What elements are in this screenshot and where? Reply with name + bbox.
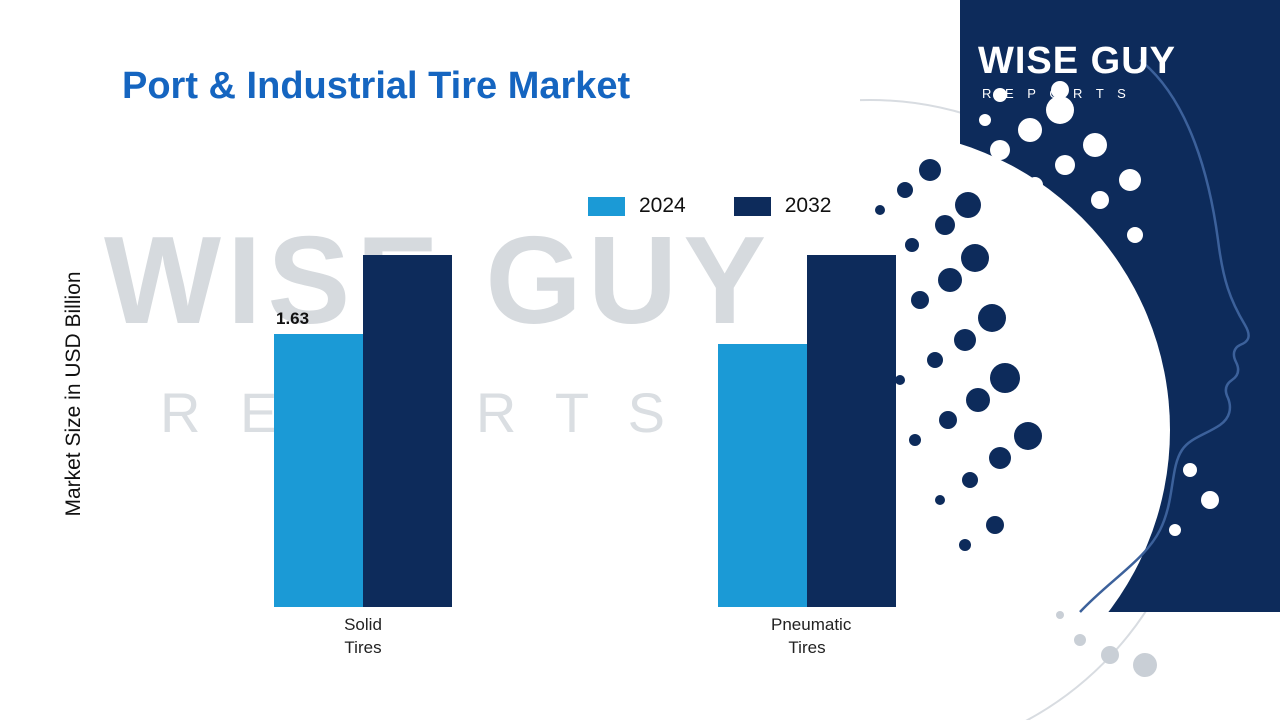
category-label: Solid Tires	[344, 615, 382, 657]
dots-pattern-navy	[875, 159, 1042, 551]
bar-wrap	[718, 344, 807, 607]
bar-2032-solid-tires	[363, 255, 452, 607]
bar-2032-pneumatic-tires	[807, 255, 896, 607]
face-profile-icon	[1079, 59, 1250, 613]
legend-label: 2032	[784, 194, 832, 217]
brand-logo-subtitle: R E P O R T S	[982, 86, 1131, 101]
bar-wrap	[807, 255, 896, 607]
legend-swatch-2032	[733, 196, 771, 216]
dots-pattern-white	[979, 81, 1219, 536]
legend: 2024 2032	[588, 194, 831, 218]
bar-wrap: 1.63	[274, 309, 363, 607]
bar-value-label: 1.63	[276, 309, 310, 328]
page-title: Port & Industrial Tire Market	[122, 65, 631, 108]
dots-pattern-gray	[1056, 611, 1157, 677]
decor-circle-cutout	[860, 130, 1170, 720]
y-axis-label: Market Size in USD Billion	[62, 271, 85, 517]
brand-logo-name: WISE GUY	[978, 40, 1177, 82]
bar-wrap	[363, 255, 452, 607]
bar-2024-solid-tires	[274, 334, 363, 607]
bar-2024-pneumatic-tires	[718, 344, 807, 607]
legend-item: 2032	[733, 194, 832, 218]
bar-group: 1.63	[274, 255, 452, 607]
legend-swatch-2024	[588, 196, 625, 216]
legend-item: 2024	[588, 194, 686, 218]
brand-logo: WISE GUY R E P O R T S	[978, 40, 1176, 101]
category-label: Pneumatic Tires	[771, 615, 852, 657]
bar-group	[718, 255, 896, 607]
legend-label: 2024	[639, 194, 686, 217]
decor-graphic	[860, 0, 1280, 720]
